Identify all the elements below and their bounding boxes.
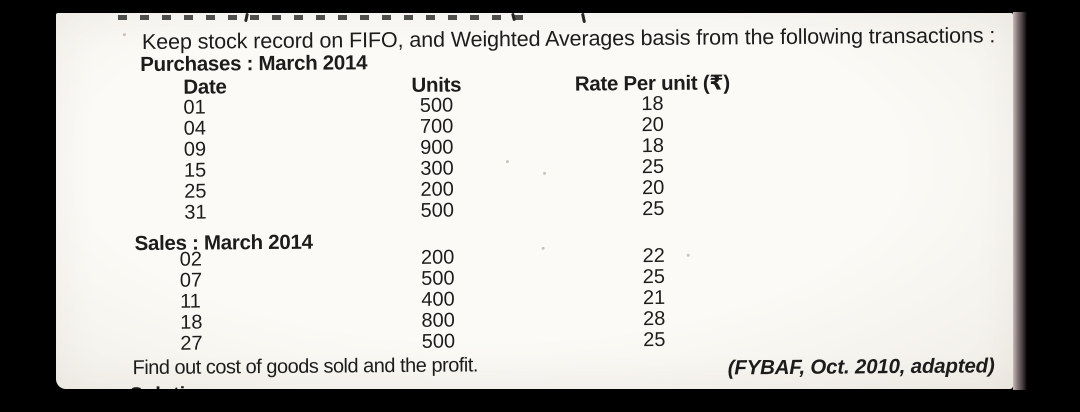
rate-cell: 25 bbox=[642, 265, 666, 289]
date-cell: 25 bbox=[184, 180, 207, 203]
column-header-date: Date bbox=[183, 75, 227, 99]
rate-cell: 22 bbox=[642, 244, 665, 268]
units-cell: 500 bbox=[419, 94, 454, 117]
cropped-solution-heading: Solution bbox=[130, 383, 250, 389]
sales-table: 02 200 22 07 500 25 11 400 21 18 800 28 … bbox=[58, 243, 1013, 356]
solution-label: Solution bbox=[130, 383, 250, 389]
rate-cell: 28 bbox=[642, 307, 666, 331]
column-header-rate: Rate Per unit (₹) bbox=[574, 71, 730, 96]
units-cell: 900 bbox=[420, 136, 454, 159]
date-cell: 27 bbox=[180, 332, 203, 355]
purchases-heading: Purchases : March 2014 bbox=[140, 51, 368, 77]
units-cell: 500 bbox=[421, 267, 455, 290]
units-cell: 200 bbox=[420, 178, 454, 201]
document-page: Keep stock record on FIFO, and Weighted … bbox=[56, 13, 1013, 389]
units-cell: 200 bbox=[420, 246, 455, 269]
units-cell: 500 bbox=[421, 330, 456, 353]
units-cell: 800 bbox=[421, 309, 455, 332]
source-citation: (FYBAF, Oct. 2010, adapted) bbox=[727, 354, 995, 380]
date-cell: 04 bbox=[183, 117, 207, 140]
purchases-table: Date Units Rate Per unit (₹) 01 500 18 0… bbox=[56, 70, 1013, 225]
rate-cell: 25 bbox=[641, 155, 665, 179]
date-cell: 18 bbox=[180, 311, 203, 334]
scan-speck bbox=[122, 33, 126, 37]
rate-cell: 20 bbox=[641, 176, 665, 200]
scan-speck bbox=[505, 160, 509, 164]
rate-cell: 18 bbox=[641, 134, 665, 158]
rate-cell: 25 bbox=[642, 197, 665, 221]
scan-speck bbox=[686, 253, 690, 257]
cropped-glyph-bottoms bbox=[118, 15, 530, 20]
instruction-line: Keep stock record on FIFO, and Weighted … bbox=[141, 23, 996, 55]
date-cell: 15 bbox=[183, 159, 207, 182]
rate-cell: 20 bbox=[641, 113, 664, 137]
units-cell: 700 bbox=[419, 115, 454, 138]
page-spine-shadow bbox=[1013, 12, 1027, 390]
question-line: Find out cost of goods sold and the prof… bbox=[132, 354, 479, 380]
rate-cell: 25 bbox=[643, 328, 666, 352]
scan-speck bbox=[541, 246, 545, 250]
units-cell: 500 bbox=[420, 199, 455, 222]
page-content: Keep stock record on FIFO, and Weighted … bbox=[56, 13, 1013, 389]
date-cell: 07 bbox=[179, 269, 203, 292]
units-cell: 300 bbox=[420, 157, 454, 180]
date-cell: 09 bbox=[183, 138, 207, 161]
date-cell: 02 bbox=[179, 248, 203, 271]
units-cell: 400 bbox=[421, 288, 455, 311]
scan-speck bbox=[543, 171, 547, 175]
rate-cell: 18 bbox=[641, 92, 664, 116]
column-header-units: Units bbox=[411, 73, 462, 97]
date-cell: 11 bbox=[179, 290, 201, 313]
date-cell: 31 bbox=[184, 201, 207, 224]
rate-cell: 21 bbox=[642, 286, 666, 310]
date-cell: 01 bbox=[183, 96, 206, 119]
